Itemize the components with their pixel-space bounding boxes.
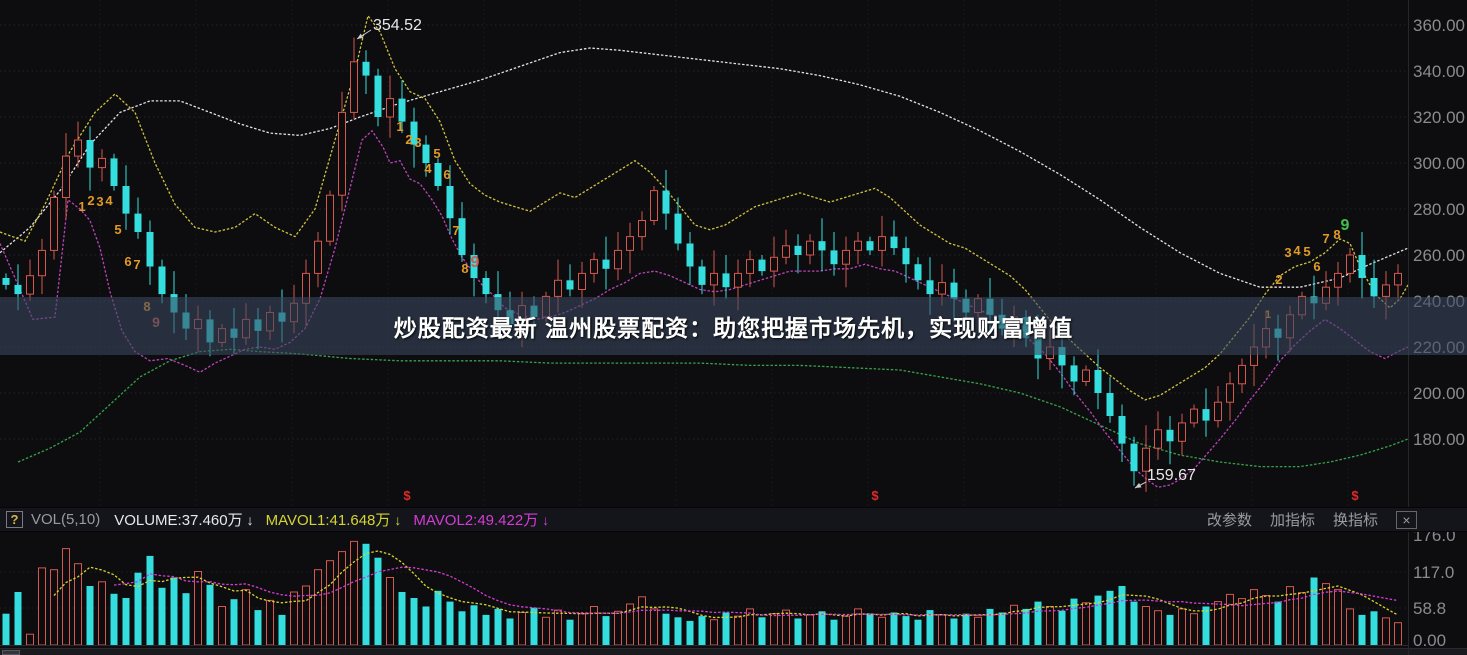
svg-text:7: 7: [1322, 231, 1329, 246]
svg-text:6: 6: [443, 167, 450, 182]
kline-chart[interactable]: 360.00340.00320.00300.00280.00260.00240.…: [0, 0, 1467, 507]
indicator-actions: 改参数 加指标 换指标 ×: [1207, 509, 1467, 530]
svg-text:176.0: 176.0: [1413, 532, 1456, 545]
svg-text:2: 2: [87, 193, 94, 208]
svg-text:9: 9: [471, 254, 480, 271]
promo-banner-text: 炒股配资最新 温州股票配资：助您把握市场先机，实现财富增值: [393, 315, 1074, 341]
svg-text:3: 3: [96, 194, 103, 209]
mavol1-down-arrow-icon: ↓: [394, 511, 402, 528]
volume-value-label: VOLUME:37.460万: [114, 512, 243, 529]
svg-text:4: 4: [1293, 243, 1301, 258]
svg-text:354.52: 354.52: [373, 17, 422, 34]
svg-text:159.67: 159.67: [1147, 467, 1196, 484]
svg-text:360.00: 360.00: [1413, 16, 1465, 35]
svg-text:6: 6: [1313, 259, 1320, 274]
svg-text:5: 5: [433, 146, 440, 161]
close-icon[interactable]: ×: [1396, 510, 1417, 529]
vol-params-label: VOL(5,10): [31, 511, 101, 528]
svg-text:180.00: 180.00: [1413, 430, 1465, 449]
svg-text:$: $: [403, 488, 411, 503]
volume-indicator-bar: ? VOL(5,10) VOLUME:37.460万 ↓ MAVOL1:41.6…: [0, 507, 1467, 532]
svg-text:4: 4: [424, 161, 432, 176]
svg-text:2: 2: [405, 132, 412, 147]
promo-banner: 炒股配资最新 温州股票配资：助您把握市场先机，实现财富增值: [0, 297, 1467, 355]
svg-text:280.00: 280.00: [1413, 200, 1465, 219]
svg-text:58.8: 58.8: [1413, 599, 1446, 618]
svg-text:5: 5: [1303, 244, 1310, 259]
svg-text:320.00: 320.00: [1413, 108, 1465, 127]
svg-text:7: 7: [133, 257, 140, 272]
svg-text:9: 9: [1341, 217, 1350, 234]
svg-text:260.00: 260.00: [1413, 246, 1465, 265]
svg-text:3: 3: [414, 135, 421, 150]
svg-text:117.0: 117.0: [1413, 563, 1454, 582]
mavol1-value-label: MAVOL1:41.648万: [265, 512, 391, 529]
svg-text:4: 4: [105, 193, 113, 208]
scrollbar-handle[interactable]: [2, 650, 20, 655]
svg-text:200.00: 200.00: [1413, 384, 1465, 403]
mavol2-value-label: MAVOL2:49.422万: [413, 512, 539, 529]
svg-text:$: $: [1351, 488, 1359, 503]
svg-text:300.00: 300.00: [1413, 154, 1465, 173]
svg-text:2: 2: [1275, 272, 1282, 287]
svg-text:8: 8: [461, 261, 468, 276]
svg-text:3: 3: [1284, 245, 1291, 260]
volume-chart[interactable]: 176.0 117.0 58.8 0.00: [0, 532, 1467, 648]
svg-text:5: 5: [114, 222, 121, 237]
volume-down-arrow-icon: ↓: [246, 511, 254, 528]
help-button[interactable]: ?: [6, 511, 23, 528]
add-indicator-link[interactable]: 加指标: [1269, 512, 1315, 529]
svg-text:1: 1: [396, 119, 403, 134]
svg-text:0.00: 0.00: [1413, 631, 1446, 648]
switch-indicator-link[interactable]: 换指标: [1332, 512, 1378, 529]
svg-text:340.00: 340.00: [1413, 62, 1465, 81]
svg-text:8: 8: [1333, 227, 1340, 242]
time-scrollbar[interactable]: [0, 648, 1467, 655]
mavol2-down-arrow-icon: ↓: [542, 511, 550, 528]
change-params-link[interactable]: 改参数: [1206, 512, 1252, 529]
svg-text:7: 7: [452, 223, 459, 238]
svg-text:$: $: [871, 488, 879, 503]
svg-text:6: 6: [124, 254, 131, 269]
svg-text:1: 1: [78, 199, 85, 214]
